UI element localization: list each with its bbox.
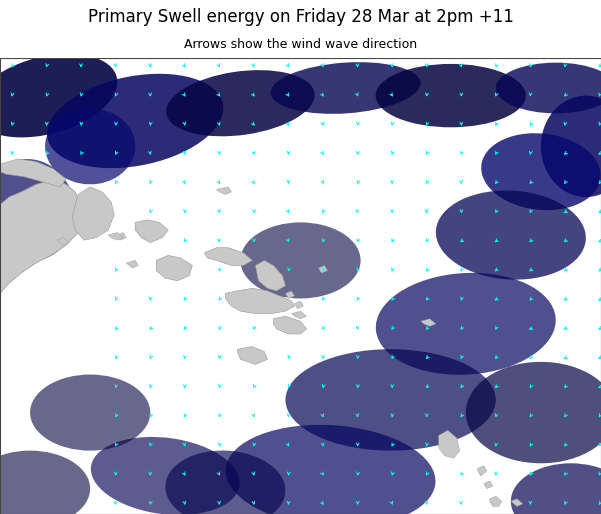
Polygon shape: [478, 466, 487, 476]
Ellipse shape: [166, 70, 315, 136]
Ellipse shape: [0, 451, 90, 514]
Ellipse shape: [285, 349, 496, 451]
Ellipse shape: [0, 159, 75, 261]
Polygon shape: [126, 261, 138, 268]
Ellipse shape: [225, 425, 436, 514]
Polygon shape: [490, 496, 502, 506]
Polygon shape: [511, 499, 523, 506]
Polygon shape: [237, 346, 267, 364]
Ellipse shape: [47, 74, 224, 168]
Ellipse shape: [511, 463, 601, 514]
Polygon shape: [117, 232, 126, 240]
Ellipse shape: [45, 108, 135, 185]
Ellipse shape: [30, 375, 150, 451]
Ellipse shape: [240, 223, 361, 299]
Polygon shape: [216, 187, 231, 194]
Polygon shape: [291, 311, 307, 319]
Ellipse shape: [436, 191, 586, 280]
Polygon shape: [484, 481, 493, 489]
Ellipse shape: [270, 62, 421, 114]
Ellipse shape: [541, 96, 601, 197]
Polygon shape: [204, 248, 252, 266]
Ellipse shape: [165, 450, 285, 514]
Polygon shape: [72, 187, 114, 240]
Ellipse shape: [376, 273, 556, 375]
Polygon shape: [57, 237, 69, 245]
Ellipse shape: [0, 54, 117, 137]
Polygon shape: [135, 220, 168, 243]
Polygon shape: [273, 316, 307, 334]
Polygon shape: [156, 255, 192, 281]
Ellipse shape: [376, 64, 526, 127]
Polygon shape: [439, 430, 460, 458]
Text: Primary Swell energy on Friday 28 Mar at 2pm +11: Primary Swell energy on Friday 28 Mar at…: [88, 8, 513, 26]
Ellipse shape: [481, 133, 600, 210]
Ellipse shape: [466, 362, 601, 463]
Polygon shape: [108, 232, 123, 240]
Polygon shape: [294, 301, 304, 308]
Polygon shape: [319, 266, 328, 273]
Ellipse shape: [91, 437, 240, 514]
Ellipse shape: [496, 63, 601, 114]
Polygon shape: [0, 159, 66, 187]
Text: Arrows show the wind wave direction: Arrows show the wind wave direction: [184, 39, 417, 51]
Polygon shape: [0, 179, 84, 514]
Polygon shape: [285, 291, 294, 299]
Polygon shape: [225, 288, 294, 314]
Polygon shape: [421, 319, 436, 326]
Polygon shape: [255, 261, 285, 291]
